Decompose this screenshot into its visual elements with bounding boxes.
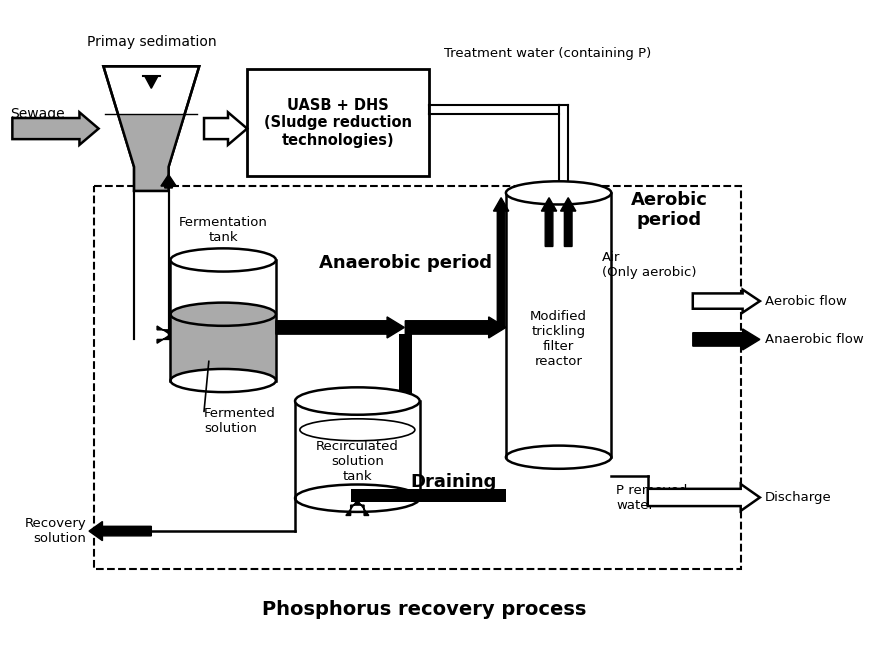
Bar — [247, 69, 429, 177]
Bar — [506, 193, 612, 457]
Polygon shape — [157, 326, 171, 343]
Polygon shape — [554, 188, 573, 204]
Text: P removed
water: P removed water — [616, 484, 687, 512]
Polygon shape — [693, 329, 759, 350]
Text: Fermented
solution: Fermented solution — [204, 407, 276, 435]
Text: Treatment water (containing P): Treatment water (containing P) — [444, 48, 651, 61]
Ellipse shape — [295, 484, 420, 512]
Text: Discharge: Discharge — [765, 491, 832, 504]
Polygon shape — [104, 67, 199, 191]
Ellipse shape — [506, 445, 612, 469]
Polygon shape — [406, 317, 506, 338]
Text: Sewage: Sewage — [11, 107, 65, 121]
Polygon shape — [161, 175, 176, 188]
Ellipse shape — [295, 387, 420, 415]
Text: Aerobic flow: Aerobic flow — [765, 295, 847, 308]
Bar — [94, 186, 741, 569]
Polygon shape — [12, 112, 99, 145]
Polygon shape — [118, 114, 185, 191]
Text: Primay sedimation: Primay sedimation — [86, 35, 216, 50]
Text: Recovery
solution: Recovery solution — [25, 517, 86, 545]
Text: UASB + DHS
(Sludge reduction
technologies): UASB + DHS (Sludge reduction technologie… — [264, 98, 412, 148]
Polygon shape — [648, 484, 759, 511]
Polygon shape — [561, 198, 576, 246]
Polygon shape — [494, 198, 509, 327]
Bar — [399, 334, 412, 395]
Ellipse shape — [171, 248, 276, 272]
Text: Draining: Draining — [410, 473, 496, 491]
Polygon shape — [276, 317, 404, 338]
Text: Modified
trickling
filter
reactor: Modified trickling filter reactor — [530, 310, 587, 368]
Bar — [171, 260, 276, 381]
Text: Recirculated
solution
tank: Recirculated solution tank — [316, 439, 399, 482]
Bar — [295, 401, 420, 498]
Text: Aerobic
period: Aerobic period — [630, 190, 708, 230]
Ellipse shape — [506, 181, 612, 205]
Polygon shape — [346, 500, 369, 516]
Polygon shape — [693, 289, 759, 312]
Polygon shape — [144, 76, 158, 88]
Polygon shape — [541, 198, 557, 246]
Text: Anaerobic flow: Anaerobic flow — [765, 333, 863, 346]
Ellipse shape — [171, 369, 276, 392]
Text: Fermentation
tank: Fermentation tank — [179, 216, 268, 244]
Text: Air
(Only aerobic): Air (Only aerobic) — [602, 251, 696, 279]
Polygon shape — [89, 522, 151, 541]
Bar — [350, 489, 506, 502]
Text: Anaerobic period: Anaerobic period — [319, 254, 492, 272]
Ellipse shape — [171, 303, 276, 326]
Polygon shape — [204, 112, 247, 145]
Text: Phosphorus recovery process: Phosphorus recovery process — [262, 600, 587, 619]
Bar — [171, 314, 276, 381]
